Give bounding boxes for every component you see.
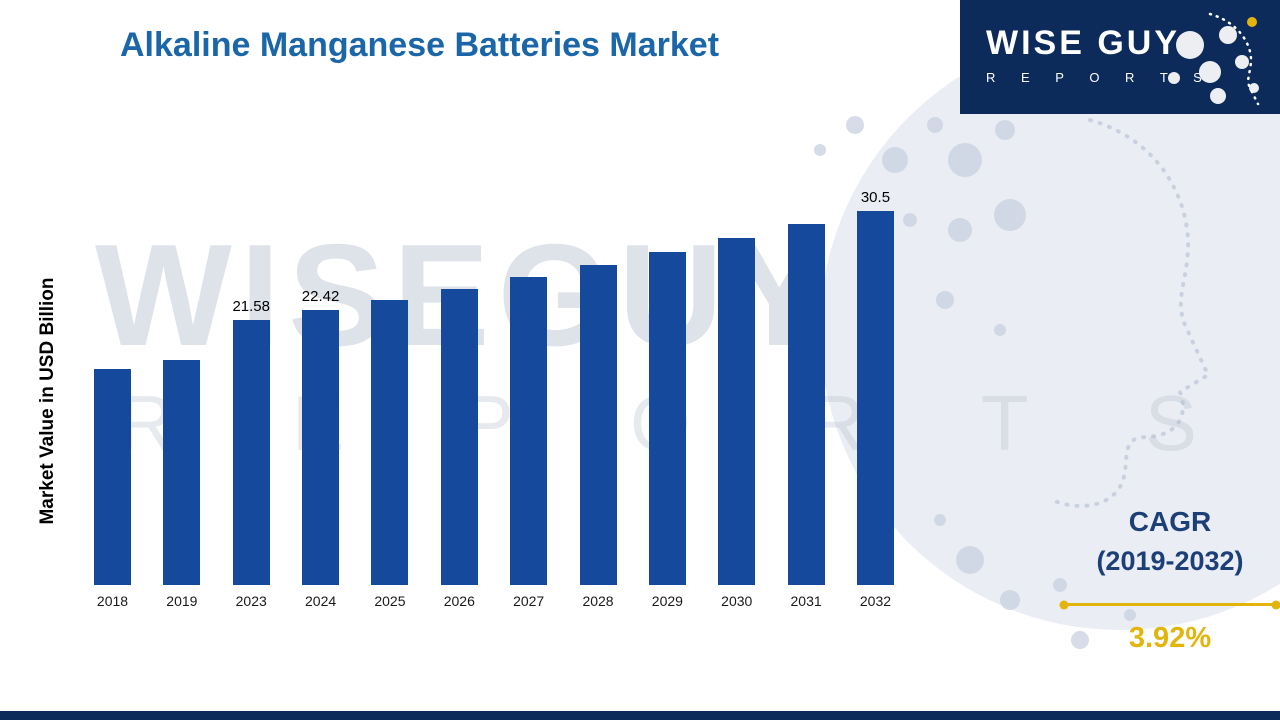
bar-group-2024: 22.42 [286, 180, 355, 585]
bar-group-2028 [564, 180, 633, 585]
bar-group-2025 [355, 180, 424, 585]
face-profile-outline [1050, 118, 1211, 508]
cagr-label: CAGR [1128, 506, 1212, 537]
logo-dot-pattern [1168, 26, 1259, 104]
chart-bar-2029 [648, 252, 686, 585]
bar-group-2026 [425, 180, 494, 585]
bar-group-2029 [633, 180, 702, 585]
chart-bar-2018 [94, 369, 131, 585]
cagr-block: CAGR (2019-2032) 3.92% [1058, 506, 1280, 655]
divider-left-dot [1059, 600, 1069, 609]
chart-bar-2030 [718, 237, 756, 585]
chart-bar-2019 [163, 360, 201, 585]
bottom-accent-bar [0, 711, 1280, 720]
wise-guy-reports-logo: WISE GUY R E P O R T S [960, 0, 1280, 114]
chart-bar-2027 [510, 276, 548, 585]
x-axis-label-2028: 2028 [582, 593, 614, 609]
bar-value-label-2024: 22.42 [301, 287, 340, 305]
y-axis-label: Market Value in USD Billion [37, 277, 58, 525]
chart-bar-2025 [371, 300, 409, 585]
x-axis-labels: 2018 2019 2023 2024 2025 2026 2027 2028 2029 2030… [78, 593, 910, 609]
bar-group-2023: 21.58 [217, 180, 286, 585]
x-axis-label-2032: 2032 [859, 593, 892, 609]
cagr-divider-line [1059, 600, 1280, 609]
x-axis-label-2029: 2029 [651, 593, 683, 609]
logo-gold-dot [1247, 17, 1257, 27]
chart-bar-2026 [440, 289, 478, 585]
x-axis-label-2026: 2026 [443, 593, 475, 609]
chart-bar-2024 [302, 309, 340, 585]
x-axis-label-2027: 2027 [513, 593, 545, 609]
divider-right-dot [1271, 600, 1280, 609]
chart-bar-2023 [232, 320, 270, 585]
cagr-value: 3.92% [1128, 622, 1212, 654]
bar-group-2019 [147, 180, 216, 585]
bar-value-label-2032: 30.5 [860, 188, 891, 206]
bar-value-label-2023: 21.58 [232, 298, 270, 316]
bar-group-2027 [494, 180, 563, 585]
background-decoration [814, 30, 1280, 649]
bar-group-2032: 30.5 [841, 180, 910, 585]
chart-bar-2032 [856, 210, 894, 585]
x-axis-label-2023: 2023 [235, 593, 267, 609]
x-axis-label-2031: 2031 [790, 593, 822, 609]
logo-text: WISE GUY R E P O R T S [986, 24, 1213, 85]
plot-area: 21.58 22.42 30.5 [78, 180, 910, 585]
x-axis-label-2030: 2030 [721, 593, 753, 609]
logo-reports-label: R E P O R T S [986, 70, 1213, 85]
dot-pattern [814, 116, 1136, 649]
page-title: Alkaline Manganese Batteries Market [120, 26, 720, 64]
bar-group-2018 [78, 180, 147, 585]
x-axis-label-2018: 2018 [96, 593, 129, 609]
x-axis-label-2019: 2019 [166, 593, 198, 609]
x-axis-label-2024: 2024 [305, 593, 337, 609]
chart-bar-2031 [787, 224, 825, 585]
logo-brand-name: WISE GUY [986, 24, 1181, 62]
chart-bar-2028 [579, 264, 617, 585]
x-axis-label-2025: 2025 [374, 593, 406, 609]
bar-group-2031 [772, 180, 841, 585]
background-circle [820, 30, 1280, 630]
cagr-period: (2019-2032) [1096, 546, 1244, 576]
bar-group-2030 [702, 180, 771, 585]
logo-face-icon [1168, 12, 1260, 106]
